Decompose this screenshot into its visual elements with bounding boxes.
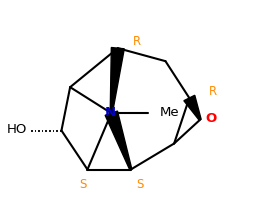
Text: Me: Me <box>160 106 179 119</box>
Polygon shape <box>110 47 124 113</box>
Text: R: R <box>133 35 141 48</box>
Text: N: N <box>104 106 115 119</box>
Text: HO: HO <box>6 123 27 136</box>
Text: S: S <box>79 178 86 191</box>
Text: R: R <box>208 85 216 98</box>
Text: O: O <box>205 112 216 125</box>
Polygon shape <box>183 95 200 120</box>
Text: S: S <box>135 178 142 191</box>
Polygon shape <box>105 111 131 170</box>
